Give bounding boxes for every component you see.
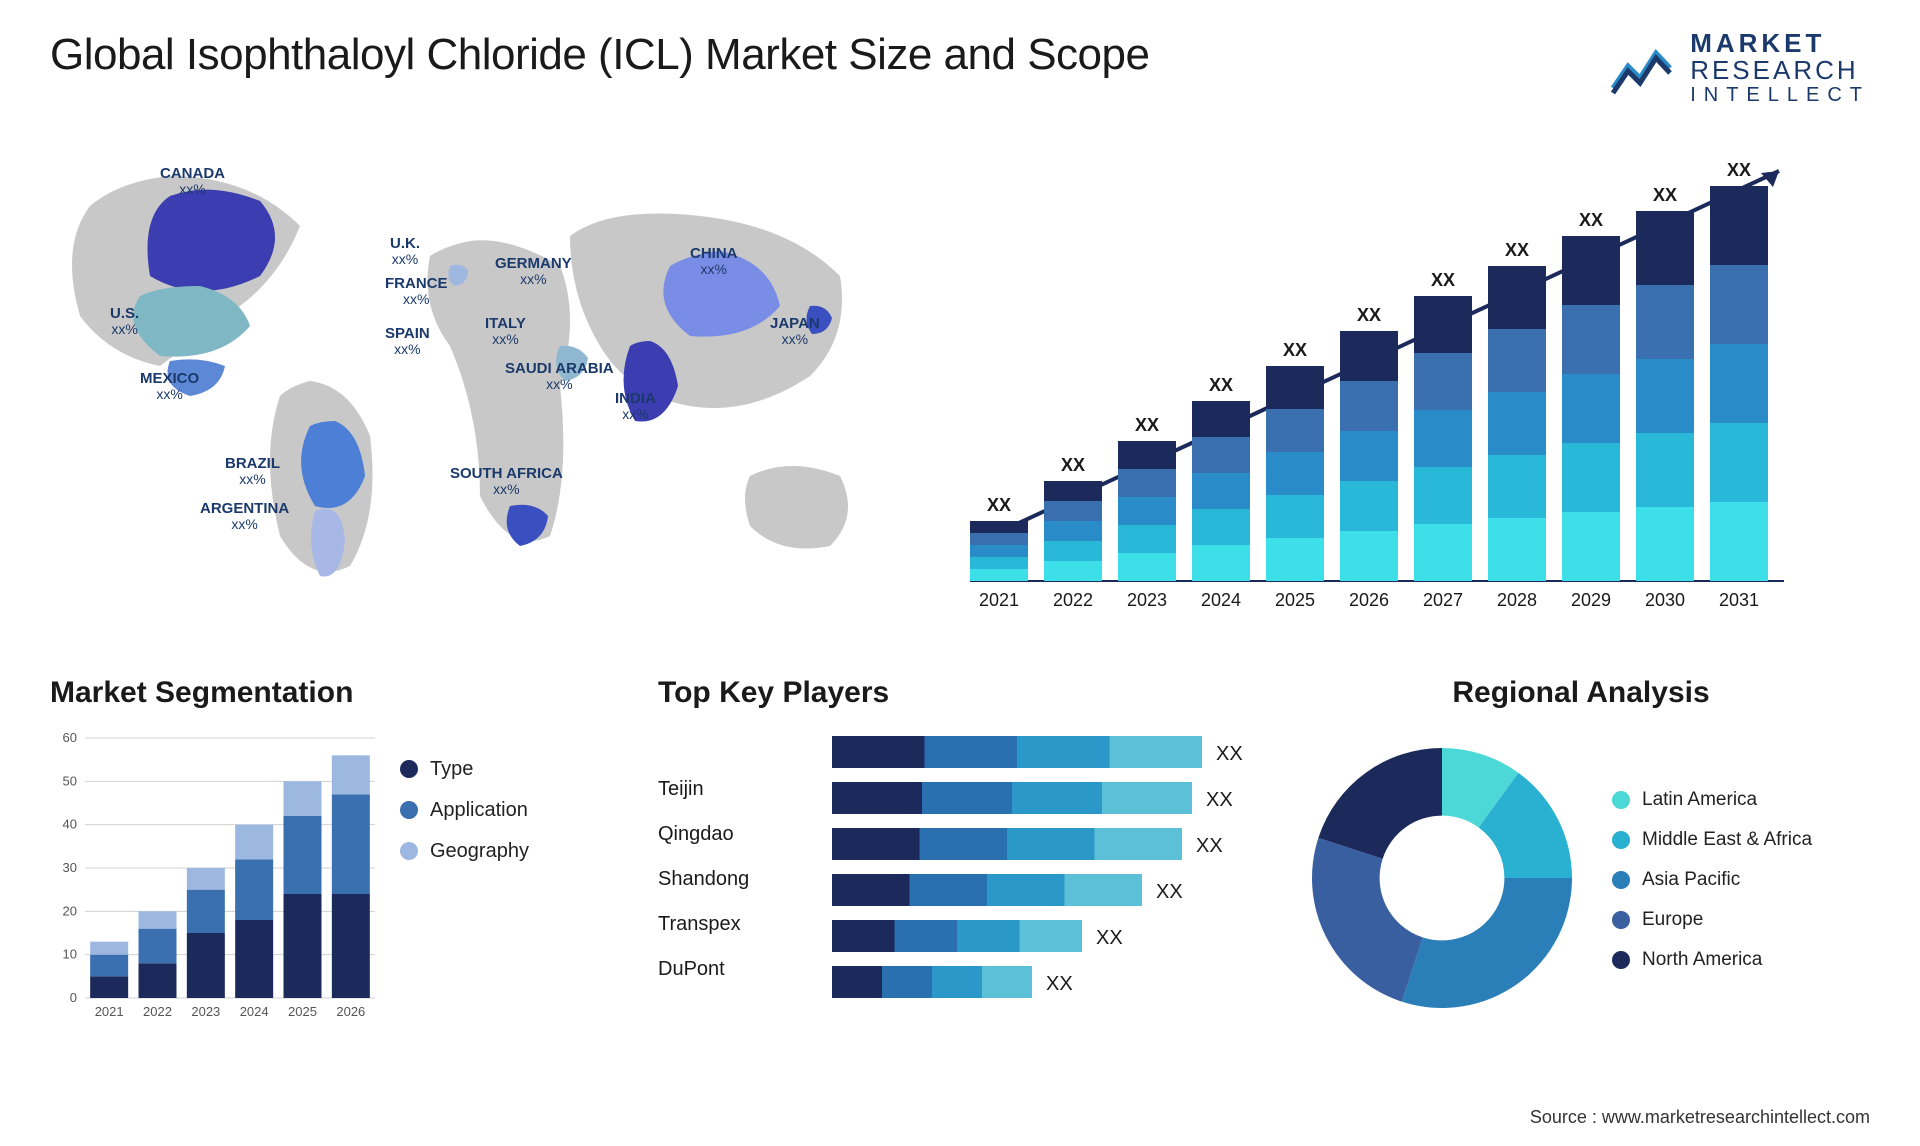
- segmentation-legend-item: Application: [400, 799, 628, 822]
- header: Global Isophthaloyl Chloride (ICL) Marke…: [50, 30, 1870, 106]
- segmentation-title: Market Segmentation: [50, 676, 628, 710]
- map-label-germany: GERMANYxx%: [495, 256, 572, 288]
- svg-text:2031: 2031: [1719, 590, 1759, 610]
- svg-text:XX: XX: [1196, 835, 1223, 857]
- regional-donut-svg: [1292, 728, 1592, 1028]
- logo-icon: [1608, 38, 1678, 98]
- svg-text:2023: 2023: [1127, 590, 1167, 610]
- segmentation-legend-item: Geography: [400, 840, 628, 863]
- regional-legend-item: Middle East & Africa: [1612, 829, 1870, 851]
- page-title: Global Isophthaloyl Chloride (ICL) Marke…: [50, 30, 1149, 80]
- regional-legend: Latin America Middle East & Africa Asia Pa…: [1612, 789, 1870, 971]
- players-panel: Top Key Players Teijin Qingdao Shandong Tra…: [658, 676, 1262, 1033]
- svg-text:XX: XX: [1156, 881, 1183, 903]
- svg-text:XX: XX: [1061, 455, 1085, 475]
- players-title: Top Key Players: [658, 676, 1262, 710]
- svg-text:XX: XX: [1209, 375, 1233, 395]
- map-label-u-s-: U.S.xx%: [110, 306, 139, 338]
- svg-text:2030: 2030: [1645, 590, 1685, 610]
- brand-logo: MARKET RESEARCH INTELLECT: [1608, 30, 1870, 106]
- growth-chart-svg: XX 2021 XX 2022 XX 2023 XX 2024 XX 2025 XX 2026 XX 20…: [940, 136, 1820, 626]
- map-label-spain: SPAINxx%: [385, 326, 430, 358]
- svg-text:2026: 2026: [1349, 590, 1389, 610]
- segmentation-legend-item: Type: [400, 758, 628, 781]
- svg-text:XX: XX: [1579, 210, 1603, 230]
- map-label-india: INDIAxx%: [615, 391, 656, 423]
- map-label-argentina: ARGENTINAxx%: [200, 501, 289, 533]
- svg-text:XX: XX: [987, 495, 1011, 515]
- svg-text:2028: 2028: [1497, 590, 1537, 610]
- svg-text:0: 0: [70, 990, 77, 1005]
- svg-text:20: 20: [63, 903, 77, 918]
- svg-text:2022: 2022: [143, 1004, 172, 1019]
- svg-text:XX: XX: [1283, 340, 1307, 360]
- map-label-saudi-arabia: SAUDI ARABIAxx%: [505, 361, 614, 393]
- regional-legend-item: Europe: [1612, 909, 1870, 931]
- svg-text:XX: XX: [1206, 789, 1233, 811]
- regional-title: Regional Analysis: [1292, 676, 1870, 710]
- svg-text:2023: 2023: [191, 1004, 220, 1019]
- map-label-italy: ITALYxx%: [485, 316, 526, 348]
- svg-text:XX: XX: [1727, 160, 1751, 180]
- map-label-south-africa: SOUTH AFRICAxx%: [450, 466, 563, 498]
- svg-text:XX: XX: [1216, 743, 1243, 765]
- map-label-china: CHINAxx%: [690, 246, 738, 278]
- svg-text:XX: XX: [1653, 185, 1677, 205]
- player-name: DuPont: [658, 958, 808, 981]
- players-chart-svg: XX XX XX XX XX XX: [832, 728, 1262, 1028]
- svg-text:2024: 2024: [1201, 590, 1241, 610]
- svg-text:XX: XX: [1096, 927, 1123, 949]
- svg-text:30: 30: [63, 860, 77, 875]
- logo-text: MARKET RESEARCH INTELLECT: [1690, 30, 1870, 106]
- players-names: Teijin Qingdao Shandong Transpex DuPont: [658, 728, 808, 1033]
- map-label-brazil: BRAZILxx%: [225, 456, 280, 488]
- svg-text:2025: 2025: [1275, 590, 1315, 610]
- growth-chart: XX 2021 XX 2022 XX 2023 XX 2024 XX 2025 XX 2026 XX 20…: [940, 136, 1870, 636]
- map-label-japan: JAPANxx%: [770, 316, 820, 348]
- regional-legend-item: North America: [1612, 949, 1870, 971]
- segmentation-chart-svg: 0 10 20 30 40 50 60 2021 2022 2023 2024 2025 2026: [50, 728, 380, 1028]
- svg-text:2029: 2029: [1571, 590, 1611, 610]
- player-name: Transpex: [658, 913, 808, 936]
- footer-source: Source : www.marketresearchintellect.com: [1530, 1107, 1870, 1128]
- svg-text:40: 40: [63, 816, 77, 831]
- svg-text:XX: XX: [1046, 973, 1073, 995]
- svg-text:10: 10: [63, 946, 77, 961]
- svg-text:XX: XX: [1505, 240, 1529, 260]
- player-name: Qingdao: [658, 823, 808, 846]
- svg-text:60: 60: [63, 730, 77, 745]
- svg-text:50: 50: [63, 773, 77, 788]
- segmentation-legend: Type Application Geography: [400, 728, 628, 1033]
- svg-text:2021: 2021: [979, 590, 1019, 610]
- svg-text:2022: 2022: [1053, 590, 1093, 610]
- svg-text:XX: XX: [1357, 305, 1381, 325]
- regional-panel: Regional Analysis Latin America Middle Ea…: [1292, 676, 1870, 1033]
- svg-text:2027: 2027: [1423, 590, 1463, 610]
- bottom-row: Market Segmentation 0 10 20 30 40 50 60 2021 202…: [50, 676, 1870, 1033]
- svg-text:2021: 2021: [95, 1004, 124, 1019]
- svg-text:XX: XX: [1431, 270, 1455, 290]
- player-name: Shandong: [658, 868, 808, 891]
- map-label-canada: CANADAxx%: [160, 166, 225, 198]
- world-map: CANADAxx% U.S.xx% MEXICOxx% BRAZILxx% ARGENT…: [50, 136, 900, 636]
- svg-text:XX: XX: [1135, 415, 1159, 435]
- svg-text:2026: 2026: [336, 1004, 365, 1019]
- regional-legend-item: Asia Pacific: [1612, 869, 1870, 891]
- player-name: Teijin: [658, 778, 808, 801]
- regional-legend-item: Latin America: [1612, 789, 1870, 811]
- svg-text:2025: 2025: [288, 1004, 317, 1019]
- map-label-mexico: MEXICOxx%: [140, 371, 199, 403]
- map-label-u-k-: U.K.xx%: [390, 236, 420, 268]
- svg-text:2024: 2024: [240, 1004, 269, 1019]
- map-label-france: FRANCExx%: [385, 276, 448, 308]
- segmentation-panel: Market Segmentation 0 10 20 30 40 50 60 2021 202…: [50, 676, 628, 1033]
- top-row: CANADAxx% U.S.xx% MEXICOxx% BRAZILxx% ARGENT…: [50, 136, 1870, 636]
